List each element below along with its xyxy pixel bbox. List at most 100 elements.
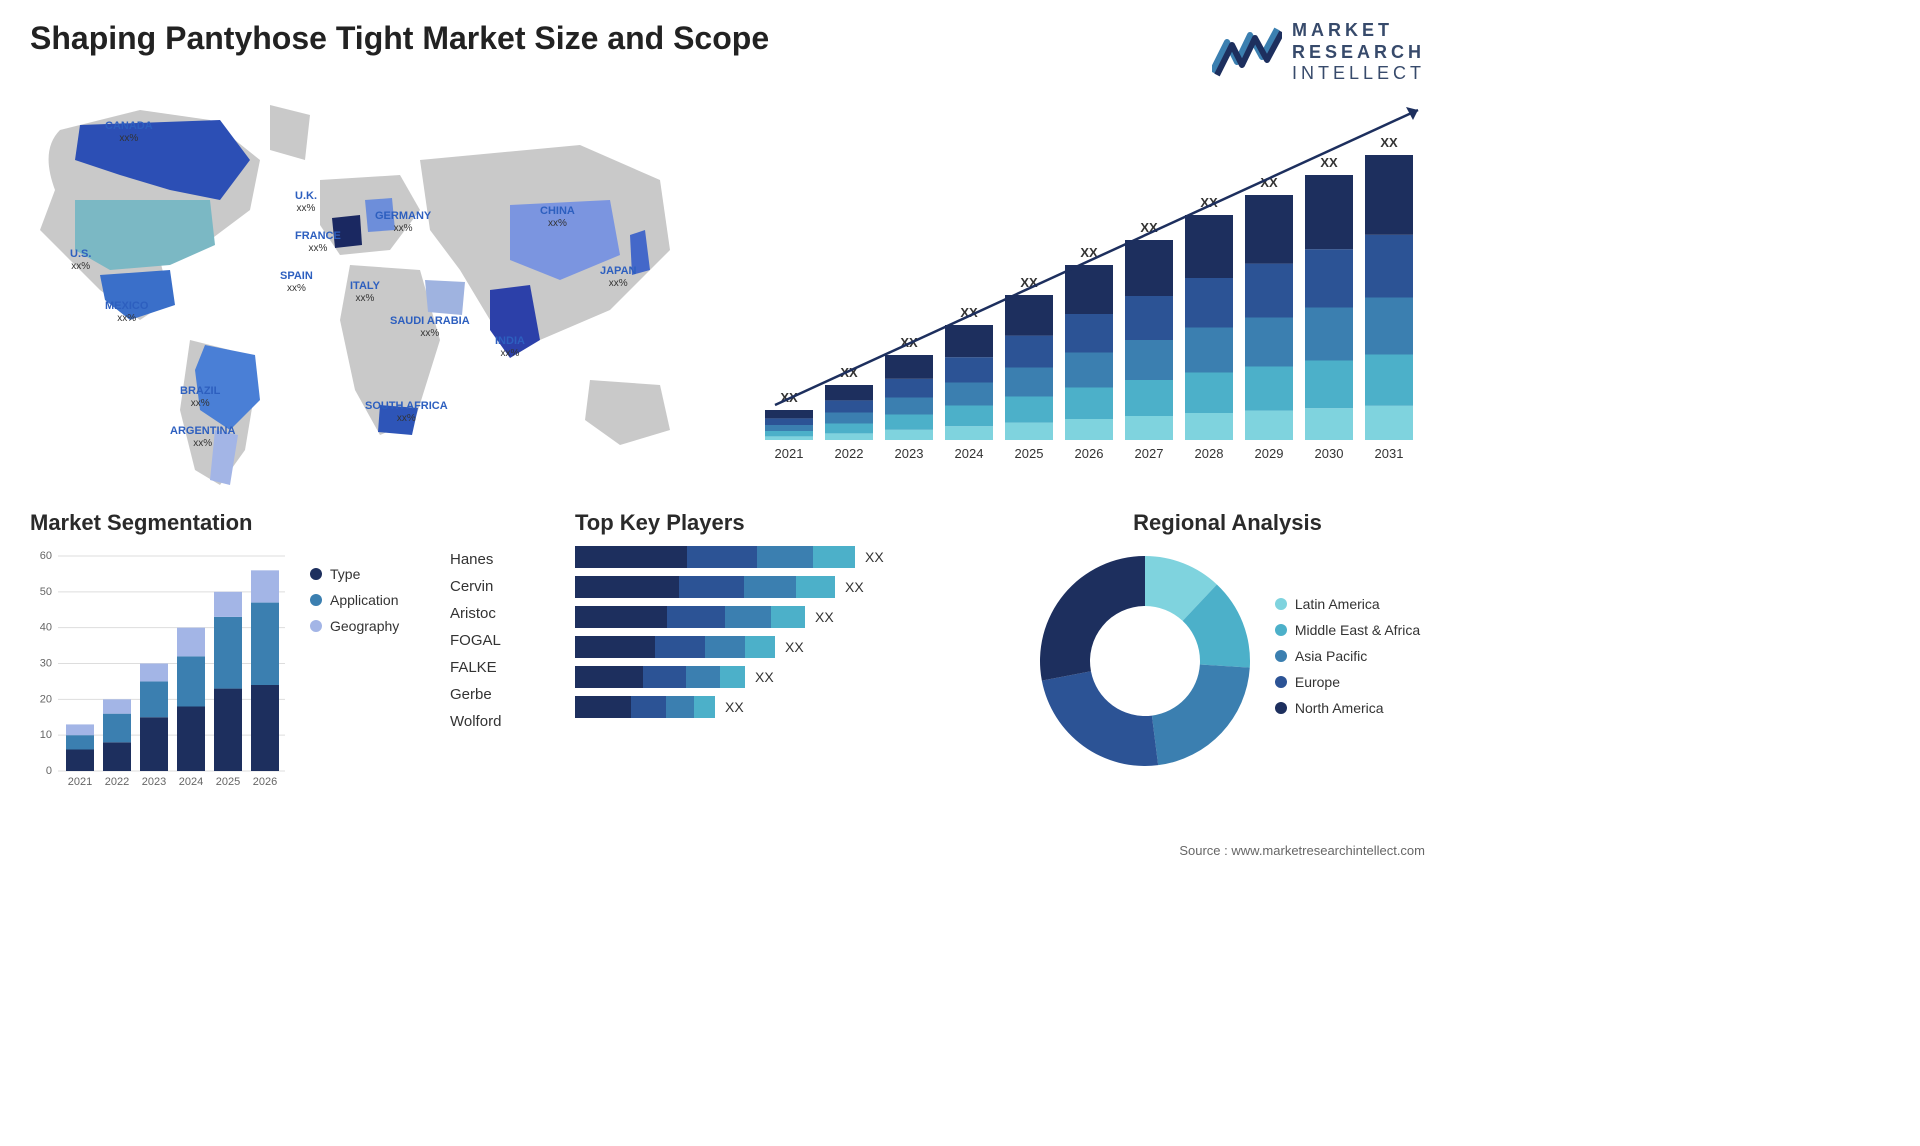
seg-bar-2021-geography — [66, 724, 94, 735]
growth-bar-2029-seg0 — [1245, 195, 1293, 264]
svg-text:30: 30 — [40, 658, 52, 670]
svg-text:2022: 2022 — [105, 776, 129, 788]
player-bar-seg — [643, 666, 686, 688]
growth-bar-2029-seg2 — [1245, 318, 1293, 367]
growth-bar-2021-seg0 — [765, 410, 813, 418]
growth-bar-2021-seg2 — [765, 425, 813, 431]
seg-bar-2023-type — [140, 717, 168, 771]
growth-bar-2025-seg0 — [1005, 295, 1053, 336]
growth-bar-2031-seg2 — [1365, 298, 1413, 355]
svg-text:2023: 2023 — [142, 776, 166, 788]
growth-bar-2023-seg3 — [885, 415, 933, 430]
growth-bar-2025-seg3 — [1005, 397, 1053, 423]
legend-dot-icon — [1275, 598, 1287, 610]
player-bar-4 — [575, 666, 745, 688]
growth-bar-2022-seg0 — [825, 385, 873, 400]
growth-bar-2028-seg3 — [1185, 373, 1233, 414]
map-label-canada: CANADAxx% — [105, 120, 153, 144]
seg-legend-label: Type — [330, 566, 360, 582]
growth-bar-2031-seg4 — [1365, 406, 1413, 440]
player-row-0: XX — [575, 546, 1005, 568]
player-bar-3 — [575, 636, 775, 658]
player-bar-0 — [575, 546, 855, 568]
growth-bar-2025-seg2 — [1005, 368, 1053, 397]
svg-text:2026: 2026 — [253, 776, 277, 788]
growth-year-2030: 2030 — [1315, 446, 1344, 461]
logo-line3: INTELLECT — [1292, 63, 1425, 85]
regional-legend-europe: Europe — [1275, 674, 1420, 690]
player-bar-seg — [575, 696, 631, 718]
growth-bar-2028-seg4 — [1185, 413, 1233, 440]
growth-bar-2027-seg2 — [1125, 340, 1173, 380]
regional-legend-label: Europe — [1295, 674, 1340, 690]
seg-bar-2024-geography — [177, 628, 205, 657]
company-hanes: Hanes — [450, 551, 550, 568]
player-row-5: XX — [575, 696, 1005, 718]
growth-bar-2024-seg3 — [945, 406, 993, 427]
segmentation-title: Market Segmentation — [30, 510, 550, 536]
growth-bar-2027-seg3 — [1125, 380, 1173, 416]
growth-bar-2023-seg4 — [885, 430, 933, 440]
seg-bar-2022-geography — [103, 699, 131, 713]
player-bar-seg — [757, 546, 813, 568]
company-cervin: Cervin — [450, 578, 550, 595]
map-label-brazil: BRAZILxx% — [180, 385, 220, 409]
growth-bar-2024-seg0 — [945, 325, 993, 357]
map-label-japan: JAPANxx% — [600, 265, 636, 289]
player-bar-seg — [705, 636, 745, 658]
player-bar-seg — [667, 606, 725, 628]
players-title: Top Key Players — [575, 510, 1005, 536]
growth-bar-2028-seg2 — [1185, 328, 1233, 373]
player-bar-2 — [575, 606, 805, 628]
seg-bar-2022-type — [103, 742, 131, 771]
growth-bar-2026-seg0 — [1065, 265, 1113, 314]
seg-bar-2025-application — [214, 617, 242, 689]
player-bar-seg — [631, 696, 666, 718]
segmentation-panel: Market Segmentation 01020304050602021202… — [30, 510, 550, 830]
svg-text:10: 10 — [40, 729, 52, 741]
player-bar-seg — [694, 696, 715, 718]
growth-bar-2030-seg0 — [1305, 175, 1353, 249]
seg-bar-2025-type — [214, 689, 242, 771]
growth-year-2025: 2025 — [1015, 446, 1044, 461]
growth-bar-2026-seg4 — [1065, 419, 1113, 440]
regional-donut — [1035, 551, 1255, 771]
player-row-3: XX — [575, 636, 1005, 658]
growth-bar-2028-seg1 — [1185, 278, 1233, 328]
player-bar-seg — [666, 696, 694, 718]
player-bar-seg — [744, 576, 796, 598]
growth-year-2029: 2029 — [1255, 446, 1284, 461]
logo-line1: MARKET — [1292, 20, 1425, 42]
growth-year-2028: 2028 — [1195, 446, 1224, 461]
seg-legend-geography: Geography — [310, 618, 430, 634]
growth-bar-2024-seg2 — [945, 383, 993, 406]
seg-legend-application: Application — [310, 592, 430, 608]
growth-bar-2027-seg1 — [1125, 296, 1173, 340]
segmentation-chart: 0102030405060202120222023202420252026 — [30, 546, 290, 796]
player-bar-seg — [745, 636, 775, 658]
seg-bar-2023-application — [140, 681, 168, 717]
growth-bar-2022-seg1 — [825, 400, 873, 412]
growth-bar-2022-seg2 — [825, 413, 873, 424]
map-label-south-africa: SOUTH AFRICAxx% — [365, 400, 448, 424]
growth-bar-2022-seg4 — [825, 433, 873, 440]
growth-bar-2031-seg0 — [1365, 155, 1413, 235]
regional-panel: Regional Analysis Latin AmericaMiddle Ea… — [1030, 510, 1425, 830]
growth-year-2026: 2026 — [1075, 446, 1104, 461]
company-falke: FALKE — [450, 659, 550, 676]
svg-text:20: 20 — [40, 693, 52, 705]
regional-legend-label: Asia Pacific — [1295, 648, 1367, 664]
company-wolford: Wolford — [450, 713, 550, 730]
seg-bar-2026-application — [251, 603, 279, 685]
player-bar-seg — [575, 666, 643, 688]
seg-bar-2026-type — [251, 685, 279, 771]
legend-dot-icon — [310, 568, 322, 580]
growth-bar-2031-seg1 — [1365, 235, 1413, 298]
donut-seg-asia-pacific — [1152, 664, 1250, 765]
seg-legend-label: Geography — [330, 618, 399, 634]
player-row-2: XX — [575, 606, 1005, 628]
map-region-usa — [75, 200, 215, 270]
growth-chart-svg: XX2021XX2022XX2023XX2024XX2025XX2026XX20… — [755, 100, 1425, 470]
legend-dot-icon — [310, 594, 322, 606]
player-bar-seg — [725, 606, 771, 628]
